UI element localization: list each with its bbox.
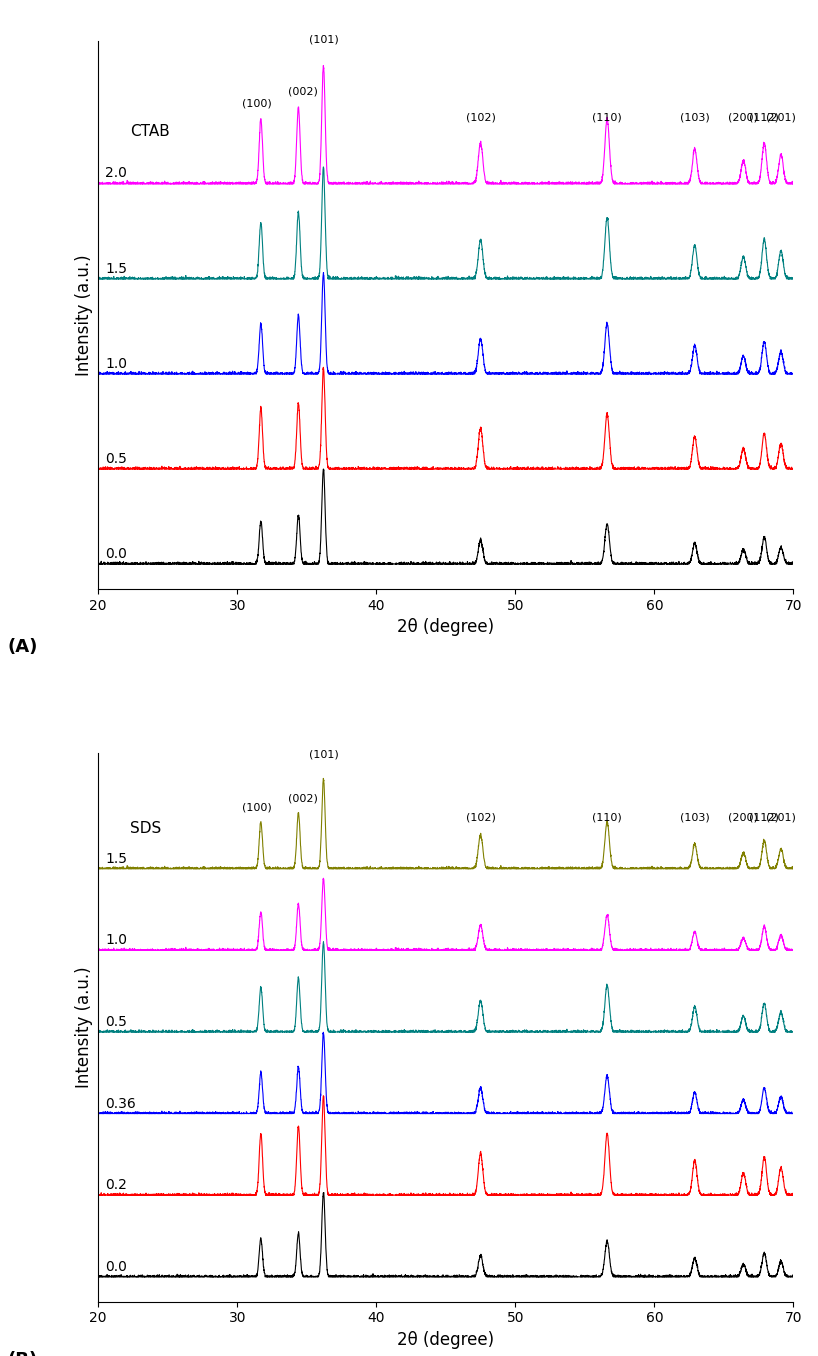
Text: SDS: SDS: [130, 820, 161, 835]
Text: (200): (200): [729, 113, 758, 123]
Text: (103): (103): [680, 812, 709, 822]
Text: (002): (002): [288, 793, 317, 803]
Text: (101): (101): [308, 34, 339, 45]
X-axis label: 2θ (degree): 2θ (degree): [398, 1332, 494, 1349]
Text: (200): (200): [729, 812, 758, 822]
Text: (102): (102): [465, 113, 496, 123]
Text: 1.0: 1.0: [105, 357, 127, 370]
Y-axis label: Intensity (a.u.): Intensity (a.u.): [74, 254, 92, 376]
Text: (102): (102): [465, 812, 496, 822]
Text: 0.36: 0.36: [105, 1097, 136, 1111]
Text: 0.5: 0.5: [105, 1016, 127, 1029]
Text: (112): (112): [749, 812, 780, 822]
Text: 0.0: 0.0: [105, 546, 127, 560]
Text: 0.5: 0.5: [105, 452, 127, 465]
Y-axis label: Intensity (a.u.): Intensity (a.u.): [74, 967, 92, 1089]
Text: (103): (103): [680, 113, 709, 123]
Text: 1.5: 1.5: [105, 262, 127, 275]
Text: (110): (110): [592, 812, 622, 822]
Text: 1.0: 1.0: [105, 933, 127, 948]
Text: CTAB: CTAB: [130, 123, 170, 138]
Text: (100): (100): [242, 803, 272, 812]
Text: (201): (201): [766, 812, 796, 822]
Text: (110): (110): [592, 113, 622, 123]
Text: (B): (B): [8, 1351, 38, 1356]
Text: (002): (002): [288, 87, 317, 96]
Text: 0.0: 0.0: [105, 1260, 127, 1273]
Text: (A): (A): [8, 639, 38, 656]
Text: 2.0: 2.0: [105, 167, 127, 180]
Text: (112): (112): [749, 113, 780, 123]
Text: 0.2: 0.2: [105, 1178, 127, 1192]
Text: (101): (101): [308, 750, 339, 759]
Text: 1.5: 1.5: [105, 852, 127, 865]
X-axis label: 2θ (degree): 2θ (degree): [398, 618, 494, 636]
Text: (100): (100): [242, 98, 272, 108]
Text: (201): (201): [766, 113, 796, 123]
